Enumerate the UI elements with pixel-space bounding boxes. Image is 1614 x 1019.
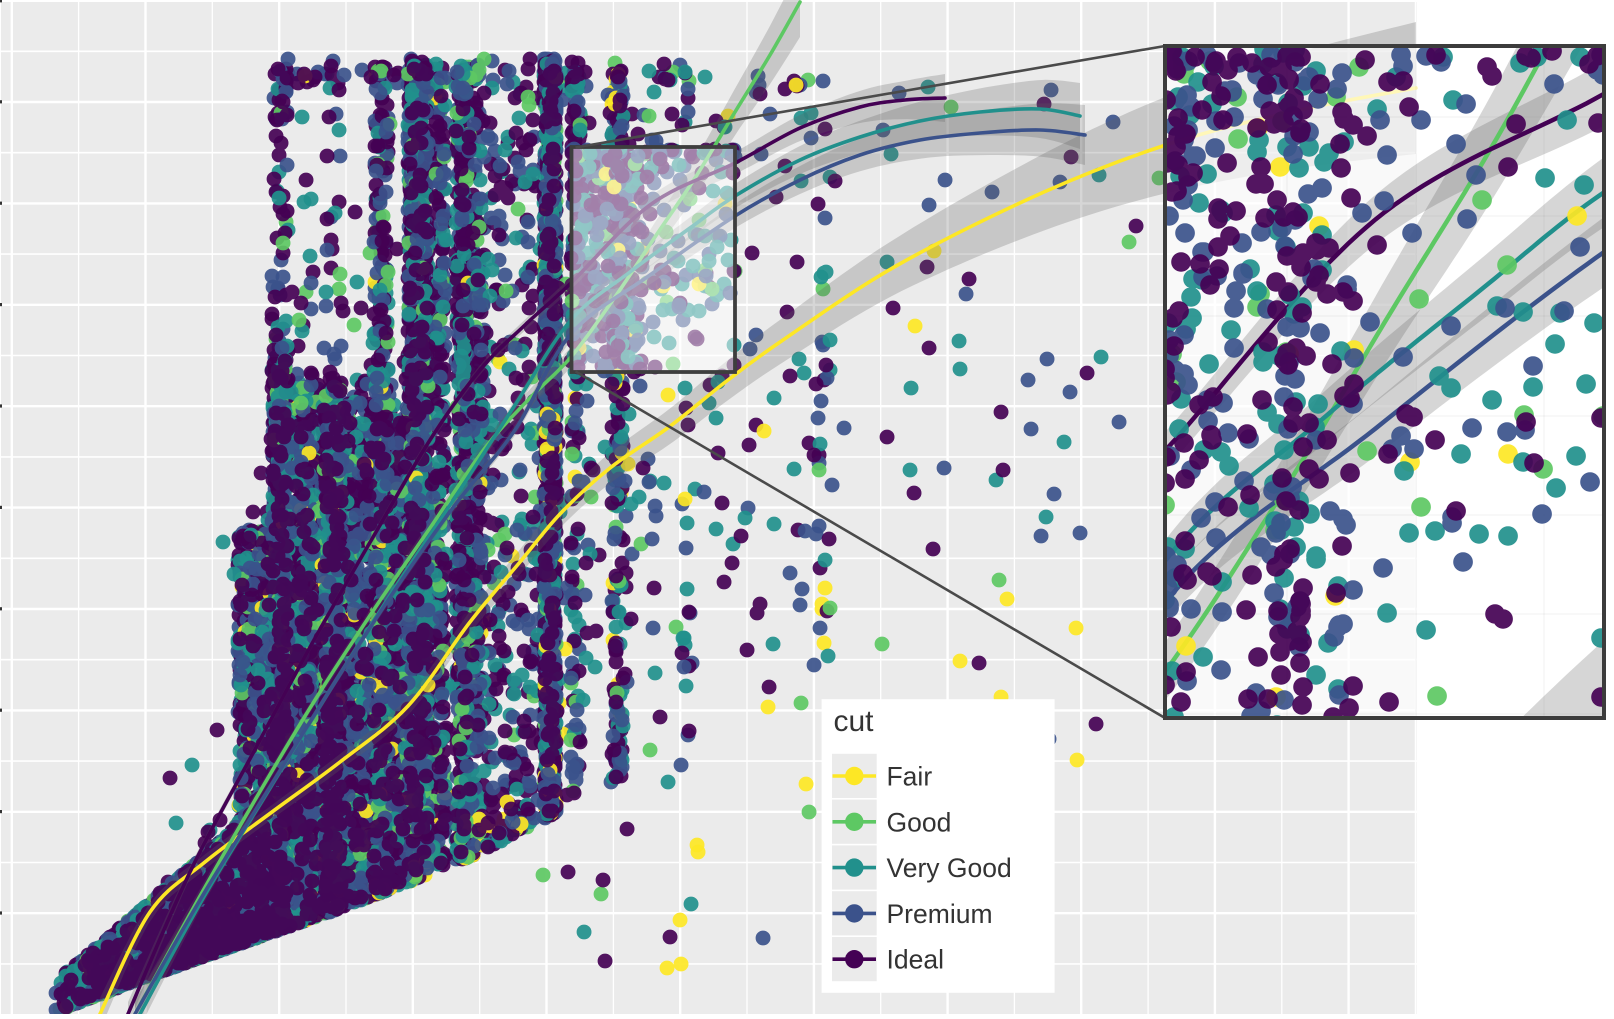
svg-text:Very Good: Very Good: [887, 853, 1012, 883]
svg-text:Premium: Premium: [887, 899, 993, 929]
svg-text:Good: Good: [887, 807, 952, 837]
svg-text:cut: cut: [834, 705, 875, 738]
svg-text:Fair: Fair: [887, 762, 933, 792]
svg-text:Ideal: Ideal: [887, 945, 944, 975]
